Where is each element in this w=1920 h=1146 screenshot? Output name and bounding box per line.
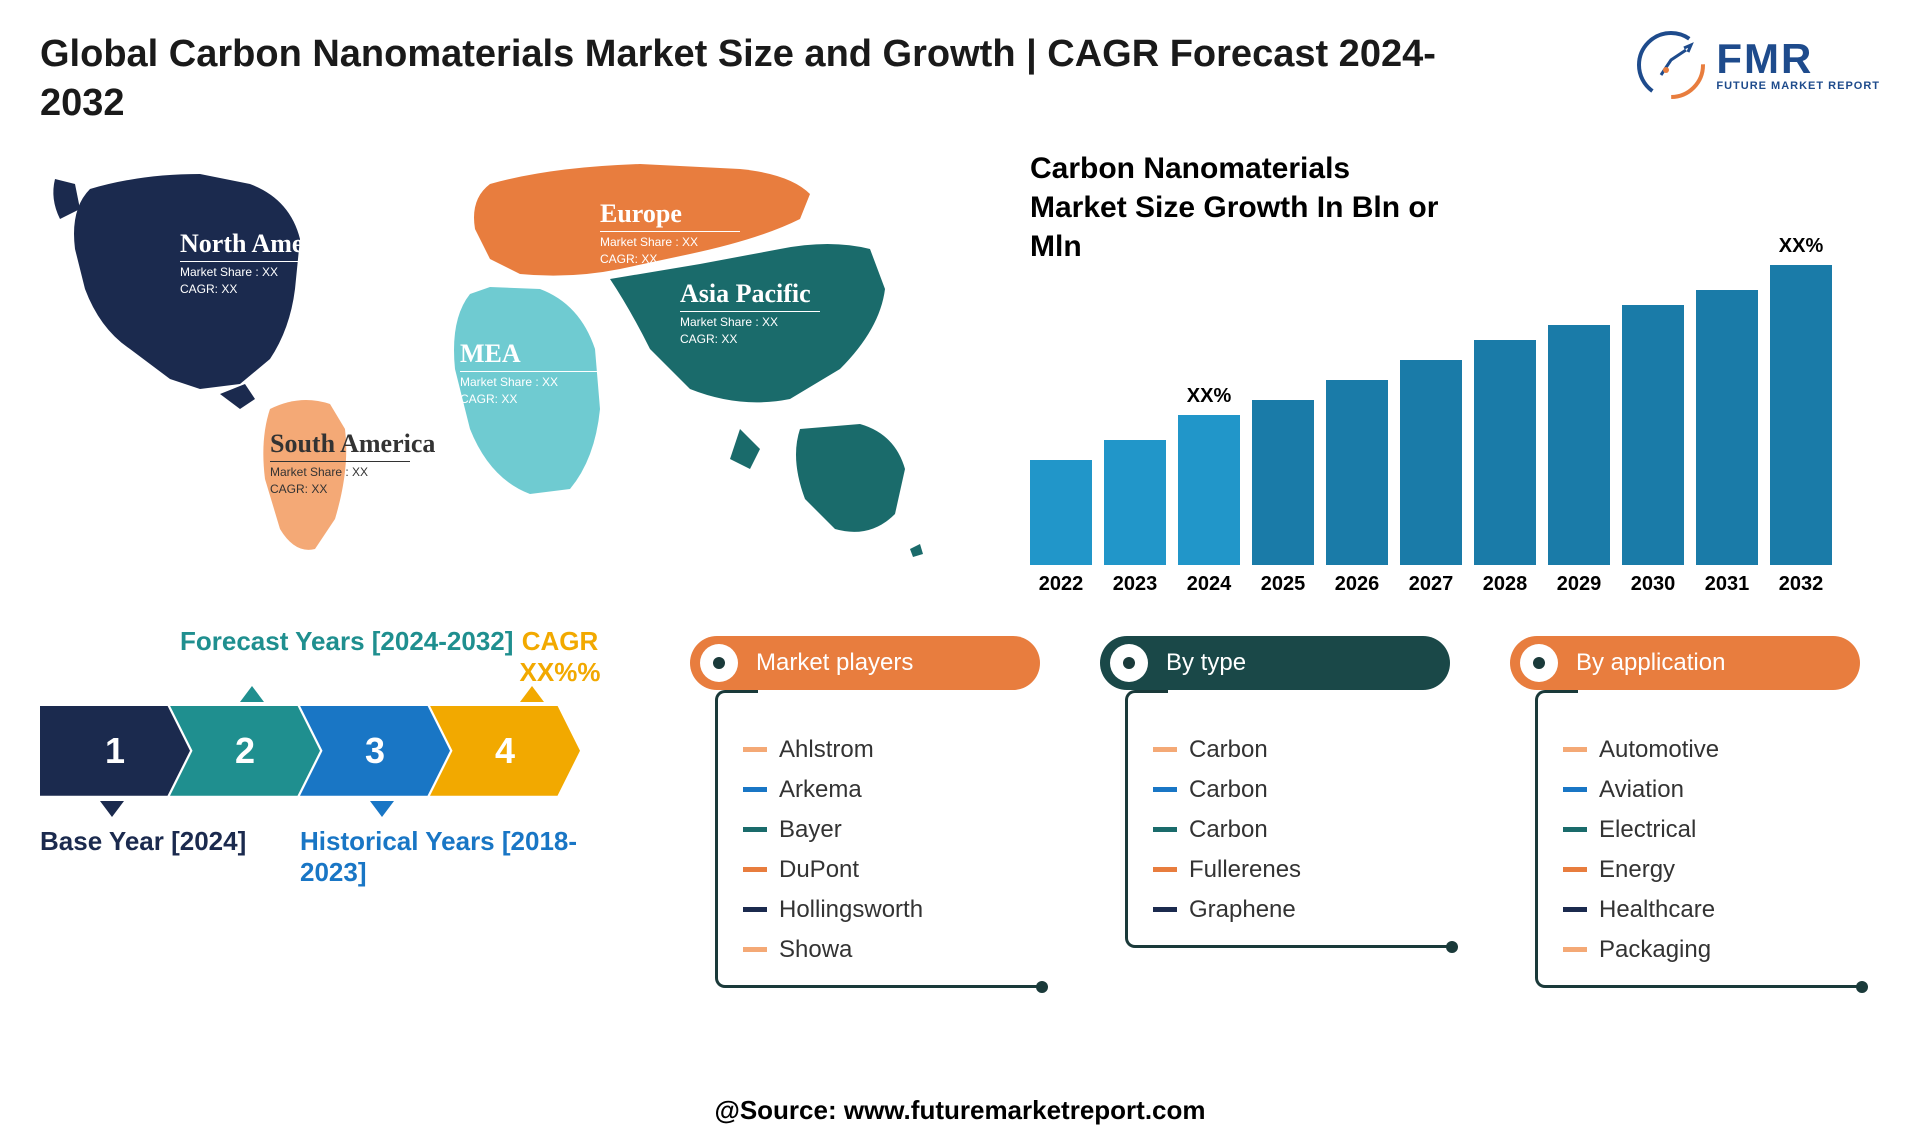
arrow-down-icon xyxy=(100,801,124,817)
list-item: Packaging xyxy=(1563,930,1860,970)
bar-chart: Carbon Nanomaterials Market Size Growth … xyxy=(1030,149,1880,596)
dot-icon xyxy=(1110,644,1148,682)
dot-icon xyxy=(700,644,738,682)
timeline-step: 3 xyxy=(300,706,450,796)
column-header: Market players xyxy=(690,636,1040,690)
page-title: Global Carbon Nanomaterials Market Size … xyxy=(40,30,1440,129)
timeline: Forecast Years [2024-2032] CAGR XX%% 123… xyxy=(40,636,640,796)
list-item: Arkema xyxy=(743,770,1040,810)
bar: 2031 xyxy=(1696,290,1758,596)
forecast-label: Forecast Years [2024-2032] xyxy=(180,626,513,657)
info-list: AutomotiveAviationElectricalEnergyHealth… xyxy=(1535,720,1860,988)
arrow-down-icon xyxy=(370,801,394,817)
info-column: By type CarbonCarbonCarbonFullerenesGrap… xyxy=(1100,636,1450,988)
list-item: DuPont xyxy=(743,850,1040,890)
bar: 2030 xyxy=(1622,305,1684,596)
timeline-step: 2 xyxy=(170,706,320,796)
bar: XX% 2024 xyxy=(1178,415,1240,596)
list-item: Ahlstrom xyxy=(743,730,1040,770)
list-item: Graphene xyxy=(1153,890,1450,930)
list-item: Carbon xyxy=(1153,730,1450,770)
cagr-label: CAGR XX%% xyxy=(480,626,640,688)
bar: 2022 xyxy=(1030,460,1092,596)
region-label: North AmericaMarket Share : XXCAGR: XX xyxy=(180,229,347,298)
logo: FMR FUTURE MARKET REPORT xyxy=(1636,30,1880,100)
list-item: Carbon xyxy=(1153,770,1450,810)
world-map: North AmericaMarket Share : XXCAGR: XX So… xyxy=(40,149,990,569)
logo-icon xyxy=(1636,30,1706,100)
region-label: EuropeMarket Share : XXCAGR: XX xyxy=(600,199,740,268)
list-item: Showa xyxy=(743,930,1040,970)
list-item: Energy xyxy=(1563,850,1860,890)
logo-text-sub: FUTURE MARKET REPORT xyxy=(1716,80,1880,92)
info-column: Market players AhlstromArkemaBayerDuPont… xyxy=(690,636,1040,988)
column-header: By type xyxy=(1100,636,1450,690)
base-label: Base Year [2024] xyxy=(40,826,246,857)
bar: 2026 xyxy=(1326,380,1388,596)
list-item: Healthcare xyxy=(1563,890,1860,930)
arrow-up-icon xyxy=(520,686,544,702)
region-label: MEAMarket Share : XXCAGR: XX xyxy=(460,339,600,408)
historical-label: Historical Years [2018-2023] xyxy=(300,826,640,888)
column-header: By application xyxy=(1510,636,1860,690)
bar: 2028 xyxy=(1474,340,1536,596)
info-list: CarbonCarbonCarbonFullerenesGraphene xyxy=(1125,720,1450,948)
info-column: By application AutomotiveAviationElectri… xyxy=(1510,636,1860,988)
list-item: Carbon xyxy=(1153,810,1450,850)
region-label: Asia PacificMarket Share : XXCAGR: XX xyxy=(680,279,820,348)
bar: 2023 xyxy=(1104,440,1166,596)
list-item: Fullerenes xyxy=(1153,850,1450,890)
source-text: @Source: www.futuremarketreport.com xyxy=(714,1095,1205,1126)
bar: 2027 xyxy=(1400,360,1462,596)
dot-icon xyxy=(1520,644,1558,682)
bar: 2025 xyxy=(1252,400,1314,596)
list-item: Electrical xyxy=(1563,810,1860,850)
list-item: Hollingsworth xyxy=(743,890,1040,930)
timeline-step: 1 xyxy=(40,706,190,796)
region-label: South AmericaMarket Share : XXCAGR: XX xyxy=(270,429,435,498)
logo-text-main: FMR xyxy=(1716,38,1880,80)
list-item: Aviation xyxy=(1563,770,1860,810)
timeline-step: 4 xyxy=(430,706,580,796)
chart-title: Carbon Nanomaterials Market Size Growth … xyxy=(1030,149,1450,266)
list-item: Bayer xyxy=(743,810,1040,850)
bar: 2029 xyxy=(1548,325,1610,596)
info-list: AhlstromArkemaBayerDuPontHollingsworthSh… xyxy=(715,720,1040,988)
bar: XX% 2032 xyxy=(1770,265,1832,596)
list-item: Automotive xyxy=(1563,730,1860,770)
arrow-up-icon xyxy=(240,686,264,702)
